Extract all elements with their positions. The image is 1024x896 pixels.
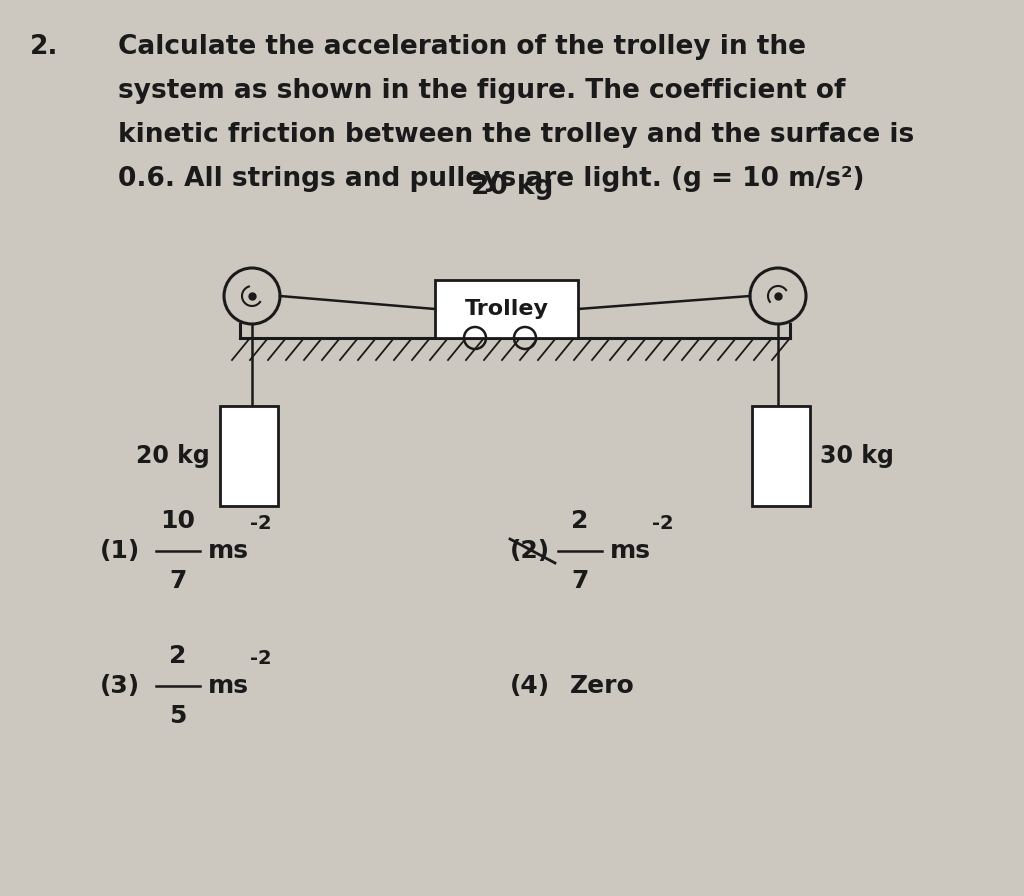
Text: Trolley: Trolley bbox=[465, 299, 549, 319]
Text: system as shown in the figure. The coefficient of: system as shown in the figure. The coeff… bbox=[118, 78, 846, 104]
Text: 2.: 2. bbox=[30, 34, 58, 60]
Bar bbox=[752, 406, 810, 506]
Text: (3): (3) bbox=[100, 674, 140, 698]
Text: -2: -2 bbox=[250, 514, 271, 533]
Text: (4): (4) bbox=[510, 674, 550, 698]
Text: 5: 5 bbox=[169, 704, 186, 728]
Text: Zero: Zero bbox=[570, 674, 635, 698]
Text: 7: 7 bbox=[169, 569, 186, 593]
Text: 2: 2 bbox=[571, 509, 589, 533]
Text: (1): (1) bbox=[100, 539, 140, 563]
Text: -2: -2 bbox=[250, 649, 271, 668]
Text: 20 kg: 20 kg bbox=[471, 174, 553, 200]
Text: ms: ms bbox=[610, 539, 651, 563]
Text: 10: 10 bbox=[161, 509, 196, 533]
Text: kinetic friction between the trolley and the surface is: kinetic friction between the trolley and… bbox=[118, 122, 914, 148]
Text: (2): (2) bbox=[510, 539, 550, 563]
Text: 30 kg: 30 kg bbox=[820, 444, 894, 468]
Bar bbox=[435, 280, 578, 338]
Text: 2: 2 bbox=[169, 644, 186, 668]
Text: ms: ms bbox=[208, 674, 249, 698]
Bar bbox=[220, 406, 278, 506]
Text: Calculate the acceleration of the trolley in the: Calculate the acceleration of the trolle… bbox=[118, 34, 806, 60]
Text: ms: ms bbox=[208, 539, 249, 563]
Text: 7: 7 bbox=[571, 569, 589, 593]
Text: -2: -2 bbox=[652, 514, 674, 533]
Text: 20 kg: 20 kg bbox=[136, 444, 210, 468]
Text: 0.6. All strings and pulleys are light. (g = 10 m/s²): 0.6. All strings and pulleys are light. … bbox=[118, 166, 864, 192]
